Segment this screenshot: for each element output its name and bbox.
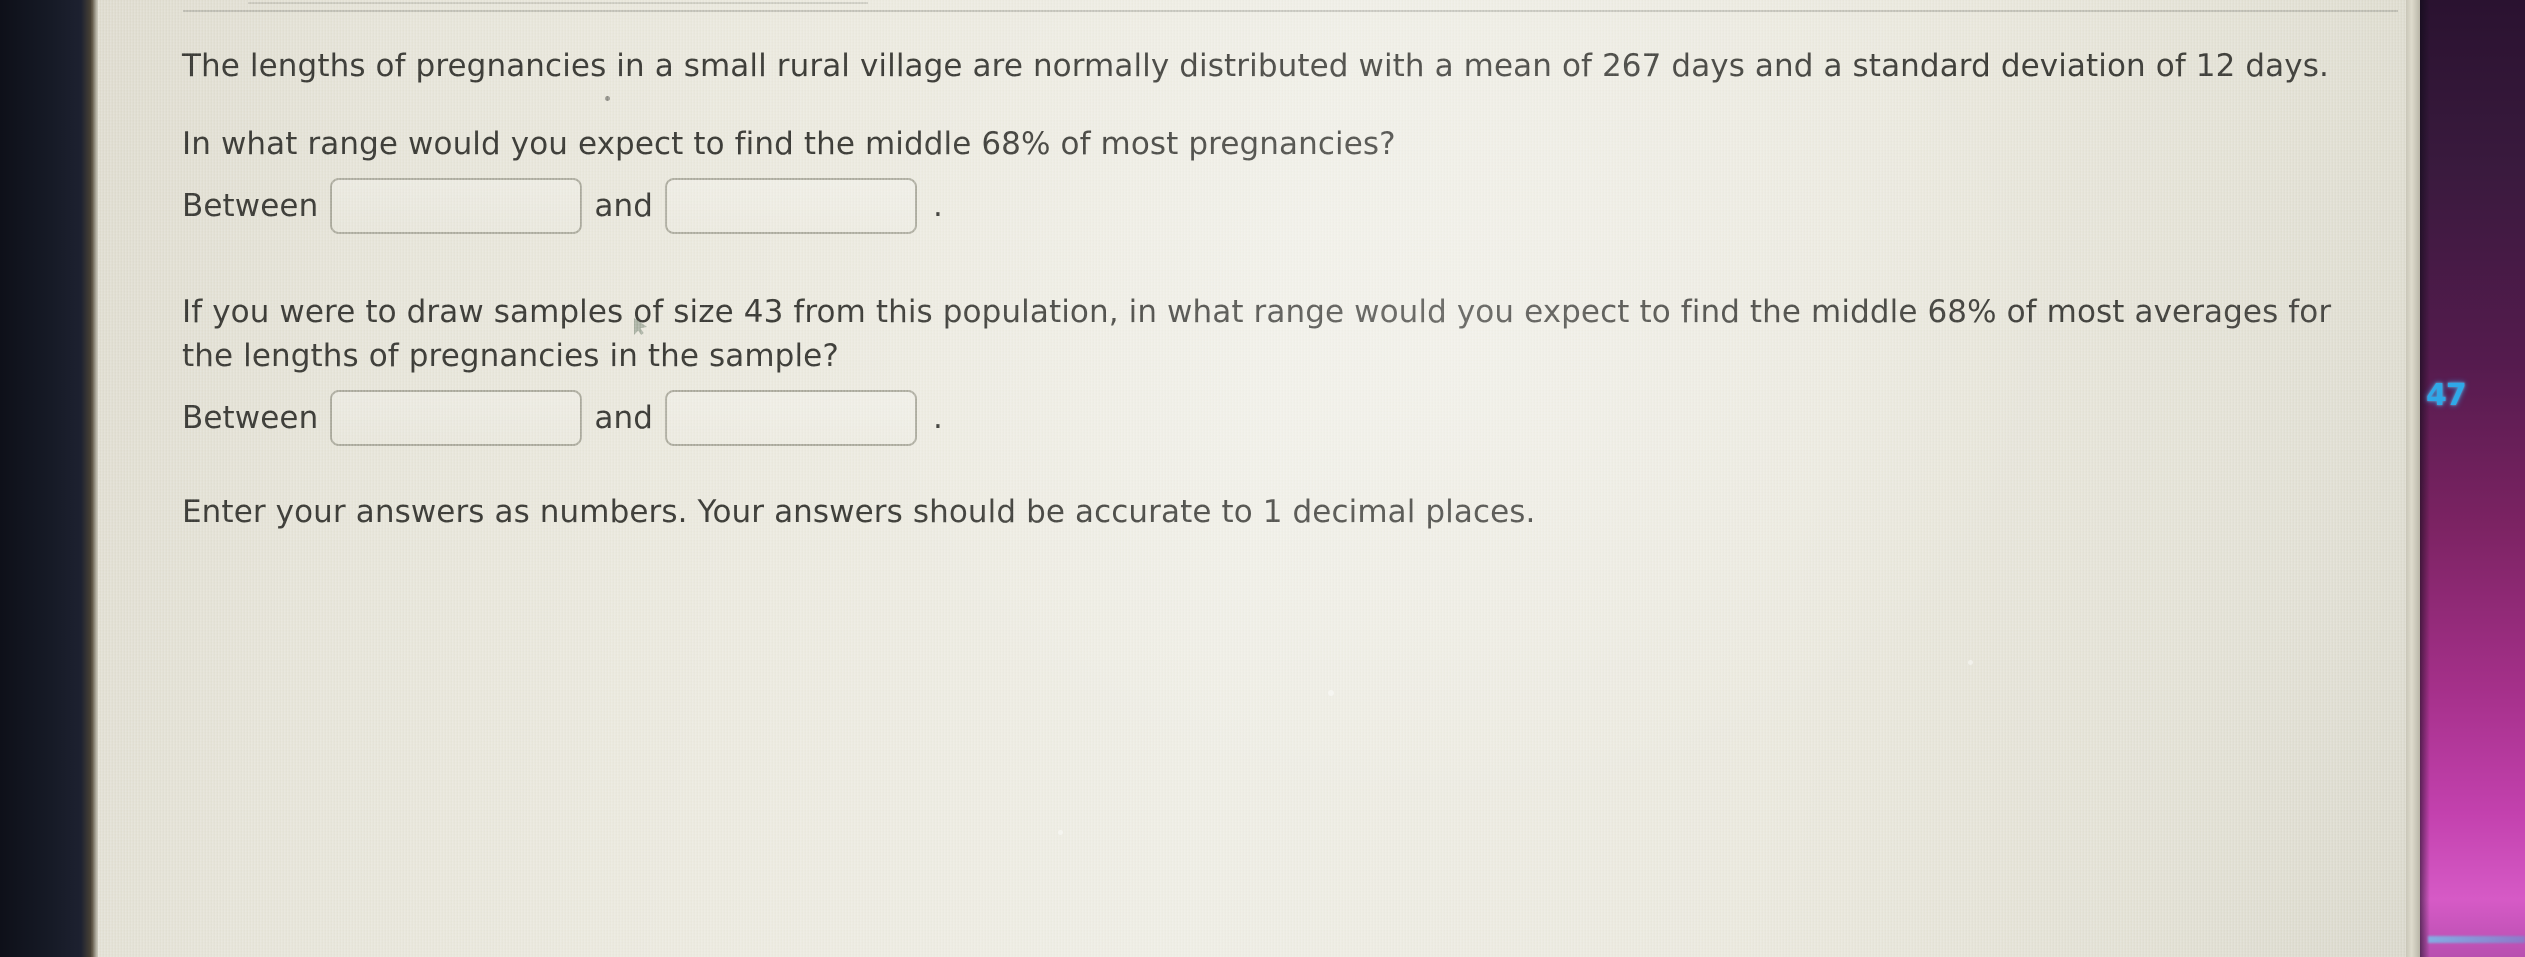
question-content: The lengths of pregnancies in a small ru… <box>182 44 2362 568</box>
monitor-edge-left <box>92 0 98 957</box>
part1-lower-bound-input[interactable] <box>330 178 583 235</box>
horizontal-divider-secondary <box>248 2 868 4</box>
page-background <box>98 0 2420 957</box>
part1-and-label: and <box>594 188 653 225</box>
desktop-wallpaper: 47 <box>2420 0 2525 957</box>
monitor-bezel-left <box>0 0 92 957</box>
taskbar-strip <box>2428 936 2525 943</box>
part2-and-label: and <box>594 400 653 437</box>
part2-upper-bound-input[interactable] <box>664 390 917 447</box>
horizontal-divider <box>183 10 2398 12</box>
part2-answer-row: Between and . <box>182 390 2362 447</box>
monitor-edge-right <box>2406 0 2420 957</box>
spacer <box>182 446 2362 490</box>
part1-answer-row: Between and . <box>182 178 2362 235</box>
answer-format-note: Enter your answers as numbers. Your answ… <box>182 494 1536 531</box>
part2-between-label: Between <box>182 400 319 437</box>
part2-prompt-text: If you were to draw samples of size 43 f… <box>182 294 2332 375</box>
part1-period: . <box>932 188 943 225</box>
question-intro-text: The lengths of pregnancies in a small ru… <box>182 48 2329 84</box>
part2-period: . <box>932 400 943 437</box>
wallpaper-badge-text: 47 <box>2426 378 2467 413</box>
part1-upper-bound-input[interactable] <box>664 178 917 235</box>
part2-lower-bound-input[interactable] <box>330 390 583 447</box>
browser-page: The lengths of pregnancies in a small ru… <box>98 0 2420 957</box>
spacer <box>182 234 2362 290</box>
part1-prompt-text: In what range would you expect to find t… <box>182 126 1396 163</box>
part1-between-label: Between <box>182 188 319 225</box>
